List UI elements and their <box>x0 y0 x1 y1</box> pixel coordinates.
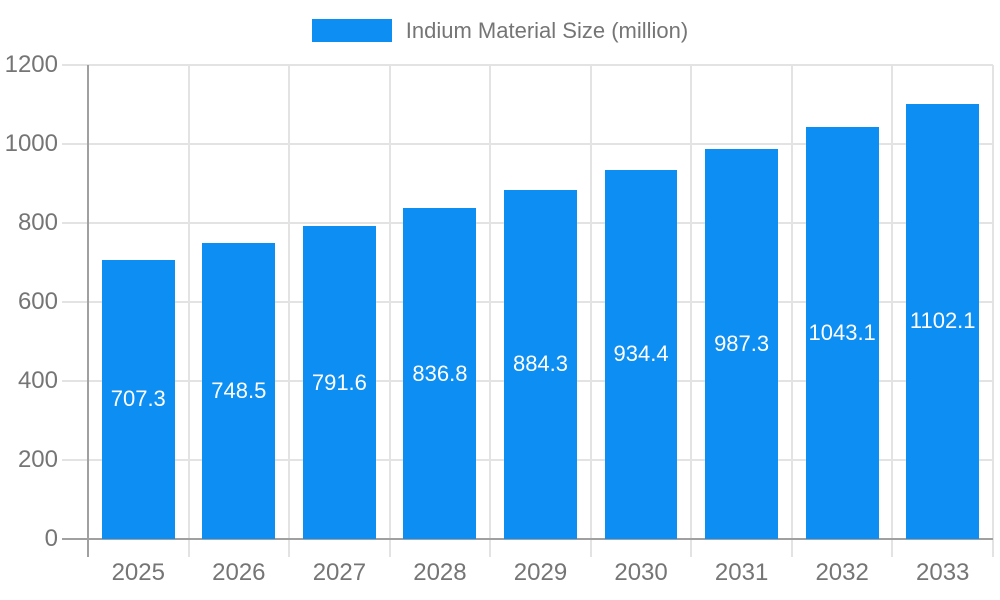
x-gridline <box>891 65 894 557</box>
bar-2026 <box>202 243 276 539</box>
x-gridline <box>489 65 492 557</box>
bar-2029 <box>504 189 577 539</box>
y-tick-label: 600 <box>17 288 58 315</box>
bar-value-label: 707.3 <box>110 386 166 412</box>
x-tick-label: 2029 <box>513 559 568 586</box>
bar-2025 <box>101 259 175 539</box>
x-tick-label: 2028 <box>413 559 467 586</box>
bar-value-label: 1102.1 <box>909 308 976 334</box>
bar-value-label: 934.4 <box>613 341 669 367</box>
y-tick-label: 1000 <box>4 130 58 157</box>
y-tick-label: 0 <box>44 525 58 552</box>
bar-2031 <box>705 149 779 539</box>
x-tick-label: 2027 <box>312 559 367 586</box>
x-gridline <box>288 65 291 557</box>
x-gridline <box>992 65 994 557</box>
y-tick-label: 800 <box>17 209 58 236</box>
x-tick-label: 2030 <box>614 559 668 586</box>
bar-value-label: 987.3 <box>714 331 770 356</box>
legend-swatch <box>311 19 392 42</box>
y-gridline <box>62 64 993 66</box>
y-tick-label: 200 <box>17 446 58 473</box>
bar-value-label: 1043.1 <box>808 319 876 345</box>
x-tick-label: 2032 <box>815 559 869 586</box>
y-tick-label: 400 <box>17 367 58 394</box>
x-gridline <box>589 65 592 557</box>
bar-value-label: 836.8 <box>412 360 468 386</box>
x-tick-label: 2025 <box>111 559 165 586</box>
x-gridline <box>388 65 391 557</box>
bar-2028 <box>403 208 477 539</box>
y-axis-line <box>87 65 89 557</box>
x-tick-label: 2026 <box>212 559 266 586</box>
bar-value-label: 884.3 <box>512 351 569 377</box>
x-axis-line <box>62 538 993 540</box>
bar-value-label: 791.6 <box>311 369 367 395</box>
x-gridline <box>187 65 190 557</box>
bar-2032 <box>805 126 879 539</box>
y-gridline <box>62 143 993 145</box>
x-gridline <box>690 65 693 557</box>
bar-2027 <box>302 226 376 539</box>
x-gridline <box>790 65 793 557</box>
x-tick-label: 2031 <box>714 559 769 586</box>
chart-legend[interactable]: Indium Material Size (million) <box>0 19 1000 42</box>
bar-value-label: 748.5 <box>211 378 267 404</box>
y-tick-label: 1200 <box>4 51 58 78</box>
legend-label: Indium Material Size (million) <box>405 18 689 43</box>
bar-2030 <box>604 169 678 539</box>
bar-2033 <box>906 103 980 539</box>
x-tick-label: 2033 <box>916 559 970 586</box>
